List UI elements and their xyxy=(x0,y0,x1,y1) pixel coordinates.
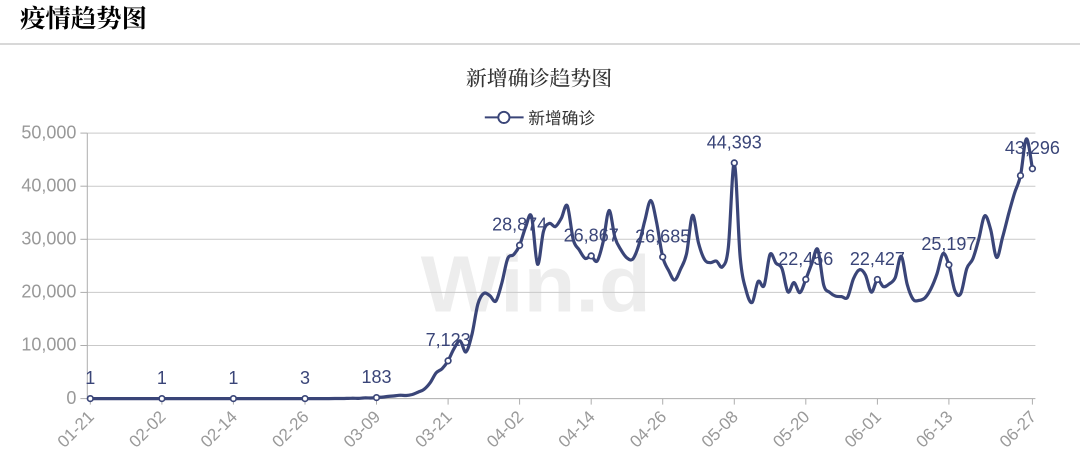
svg-text:0: 0 xyxy=(66,388,76,408)
svg-text:40,000: 40,000 xyxy=(21,175,76,195)
svg-text:22,427: 22,427 xyxy=(850,249,905,269)
svg-text:3: 3 xyxy=(300,368,310,388)
svg-text:1: 1 xyxy=(157,368,167,388)
svg-text:43,296: 43,296 xyxy=(1005,138,1060,158)
svg-text:183: 183 xyxy=(361,367,391,387)
svg-text:10,000: 10,000 xyxy=(21,335,76,355)
svg-text:22,456: 22,456 xyxy=(778,249,833,269)
svg-text:30,000: 30,000 xyxy=(21,229,76,249)
svg-text:44,393: 44,393 xyxy=(707,132,762,152)
svg-text:50,000: 50,000 xyxy=(21,122,76,142)
svg-text:28,874: 28,874 xyxy=(492,215,547,235)
svg-text:26,685: 26,685 xyxy=(635,226,690,246)
svg-text:26,867: 26,867 xyxy=(564,225,619,245)
svg-text:25,197: 25,197 xyxy=(921,234,976,254)
svg-text:1: 1 xyxy=(228,368,238,388)
svg-text:7,123: 7,123 xyxy=(426,330,471,350)
svg-text:1: 1 xyxy=(85,368,95,388)
svg-text:20,000: 20,000 xyxy=(21,282,76,302)
